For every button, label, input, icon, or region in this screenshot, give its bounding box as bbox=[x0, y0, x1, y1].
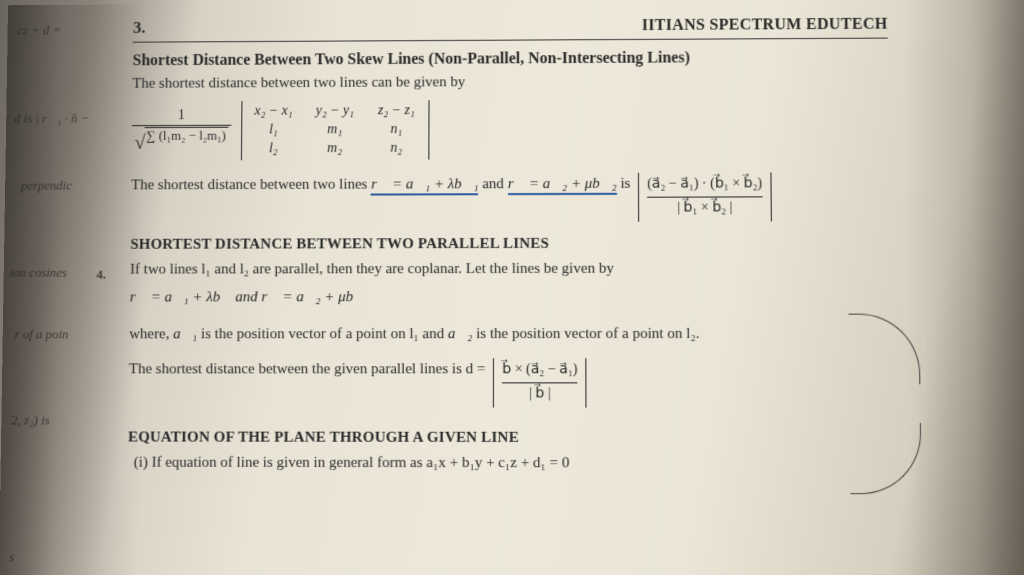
text: The shortest distance between two lines bbox=[131, 177, 371, 194]
det-cell: l₁ bbox=[252, 123, 296, 139]
text: is bbox=[620, 176, 634, 192]
margin-perp: perpendic bbox=[21, 178, 72, 194]
question-number: 3. bbox=[133, 18, 146, 38]
brace-curve-icon bbox=[848, 314, 920, 385]
sqrt-body: ∑ (l₁m₂ − l₂m₁) bbox=[144, 127, 228, 144]
margin-num4: 4. bbox=[96, 267, 106, 283]
frac-numerator: 1 bbox=[175, 108, 188, 124]
parallel-intro: If two lines l₁ and l₂ are parallel, the… bbox=[130, 258, 891, 280]
margin-z2: 2, z₂) is bbox=[11, 412, 50, 428]
det-cell: n₂ bbox=[374, 141, 418, 157]
page-surface: cz + d = d is | r⃗₁ · n̂ − perpendic ion… bbox=[0, 0, 1024, 575]
frac-denominator: √ ∑ (l₁m₂ − l₂m₁) bbox=[131, 127, 230, 154]
margin-dis: d is | r⃗₁ · n̂ − bbox=[14, 111, 89, 127]
left-margin-fragments: cz + d = d is | r⃗₁ · n̂ − perpendic ion… bbox=[5, 5, 130, 575]
header-row: 3. IITIANS SPECTRUM EDUTECH bbox=[133, 14, 888, 38]
det-cell: n₁ bbox=[374, 122, 418, 138]
margin-s: s bbox=[9, 549, 14, 565]
brace-curve-icon bbox=[850, 423, 922, 494]
det-cell: z₂ − z₁ bbox=[374, 103, 418, 119]
a2: a⃗₂ bbox=[448, 326, 472, 342]
det-cell: x₂ − x₁ bbox=[252, 104, 296, 120]
page-curl-right bbox=[903, 0, 1024, 575]
parallel-distance: The shortest distance between the given … bbox=[128, 358, 892, 407]
abs-den2: | b⃗ | bbox=[529, 385, 551, 404]
section3-title: EQUATION OF THE PLANE THROUGH A GIVEN LI… bbox=[128, 429, 893, 447]
abs-num: (a⃗₂ − a⃗₁) · (b⃗₁ × b⃗₂) bbox=[647, 176, 762, 195]
text: is the position vector of a point on l₁ … bbox=[201, 326, 448, 342]
abs-fraction2: b⃗ × (a⃗₂ − a⃗₁) | b⃗ | bbox=[493, 358, 586, 407]
margin-poin: r of a poin bbox=[14, 326, 68, 342]
det-cell: y₂ − y₁ bbox=[313, 104, 357, 120]
det-cell: m₂ bbox=[313, 141, 357, 157]
abs-den: | b⃗₁ × b⃗₂ | bbox=[677, 200, 732, 219]
abs-bar bbox=[647, 197, 762, 198]
section2-title: SHORTEST DISTANCE BETWEEN TWO PARALLEL L… bbox=[130, 235, 890, 254]
line1-expr: r⃗ = a⃗₁ + λb⃗₁ bbox=[371, 177, 479, 196]
text: and bbox=[482, 176, 507, 192]
abs-num2: b⃗ × (a⃗₂ − a⃗₁) bbox=[502, 361, 577, 380]
determinant: x₂ − x₁ y₂ − y₁ z₂ − z₁ l₁ m₁ n₁ l₂ m₂ n… bbox=[241, 100, 430, 160]
parallel-eqs: r⃗ = a⃗₁ + λb⃗ and r⃗ = a⃗₂ + μb⃗ bbox=[130, 287, 891, 308]
margin-cos: ion cosines bbox=[10, 265, 68, 281]
det-cell: m₁ bbox=[313, 123, 357, 139]
margin-eq: cz + d = bbox=[17, 23, 61, 39]
main-content: 3. IITIANS SPECTRUM EDUTECH Shortest Dis… bbox=[128, 14, 894, 482]
header-rule bbox=[133, 38, 888, 43]
parallel-where: where, a⃗₁ is the position vector of a p… bbox=[129, 323, 891, 344]
brand-label: IITIANS SPECTRUM EDUTECH bbox=[642, 16, 888, 35]
text: is the position vector of a point on l₂. bbox=[476, 325, 699, 341]
text: where, bbox=[129, 326, 173, 342]
section1-title: Shortest Distance Between Two Skew Lines… bbox=[133, 48, 889, 70]
skew-vector-line: The shortest distance between two lines … bbox=[131, 172, 890, 223]
abs-fraction: (a⃗₂ − a⃗₁) · (b⃗₁ × b⃗₂) | b⃗₁ × b⃗₂ | bbox=[638, 173, 771, 222]
det-cell: l₂ bbox=[251, 142, 295, 158]
text: The shortest distance between the given … bbox=[129, 361, 489, 377]
abs-bar2 bbox=[502, 382, 577, 383]
sqrt: √ ∑ (l₁m₂ − l₂m₁) bbox=[134, 127, 228, 153]
plane-line-i: (i) If equation of line is given in gene… bbox=[134, 452, 893, 473]
skew-distance-formula: 1 √ ∑ (l₁m₂ − l₂m₁) x₂ − x₁ y₂ − y₁ z₂ −… bbox=[131, 98, 889, 161]
line2-expr: r⃗ = a⃗₂ + μb⃗₂ bbox=[508, 176, 617, 195]
coefficient-fraction: 1 √ ∑ (l₁m₂ − l₂m₁) bbox=[131, 108, 231, 154]
section1-intro: The shortest distance between two lines … bbox=[132, 70, 888, 94]
a1: a⃗₁ bbox=[173, 326, 197, 342]
